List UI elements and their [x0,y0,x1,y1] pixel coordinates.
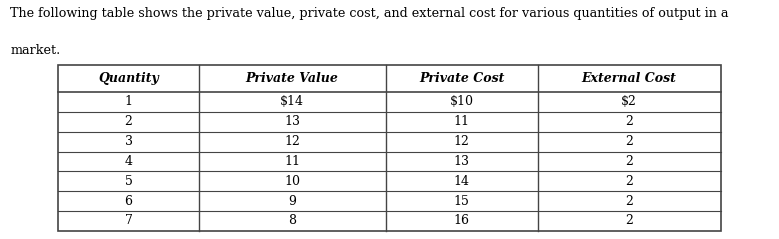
Text: The following table shows the private value, private cost, and external cost for: The following table shows the private va… [10,7,728,20]
Text: 12: 12 [284,135,300,148]
Text: 5: 5 [125,175,132,188]
Text: 2: 2 [625,175,633,188]
Bar [58,65,721,231]
Text: 9: 9 [288,195,296,208]
Text: $10: $10 [449,95,474,109]
Text: 7: 7 [125,214,132,228]
Text: Private Value: Private Value [245,72,339,85]
Text: 11: 11 [284,155,300,168]
Text: 10: 10 [284,175,300,188]
Text: 13: 13 [453,155,470,168]
Text: 2: 2 [625,135,633,148]
Text: 2: 2 [625,115,633,128]
Text: 3: 3 [125,135,132,148]
Text: $2: $2 [621,95,637,109]
Text: $14: $14 [280,95,304,109]
Text: 2: 2 [625,214,633,228]
Text: 2: 2 [625,155,633,168]
Text: market.: market. [10,44,61,57]
Text: 12: 12 [453,135,470,148]
Text: 6: 6 [125,195,132,208]
Text: 14: 14 [453,175,470,188]
Text: 11: 11 [453,115,470,128]
Text: 13: 13 [284,115,300,128]
Text: Private Cost: Private Cost [419,72,504,85]
Text: Quantity: Quantity [98,72,159,85]
Text: 2: 2 [125,115,132,128]
Text: 16: 16 [453,214,470,228]
Text: 1: 1 [125,95,132,109]
Text: External Cost: External Cost [582,72,676,85]
Text: 4: 4 [125,155,132,168]
Text: 15: 15 [453,195,470,208]
Text: 8: 8 [288,214,296,228]
Text: 2: 2 [625,195,633,208]
